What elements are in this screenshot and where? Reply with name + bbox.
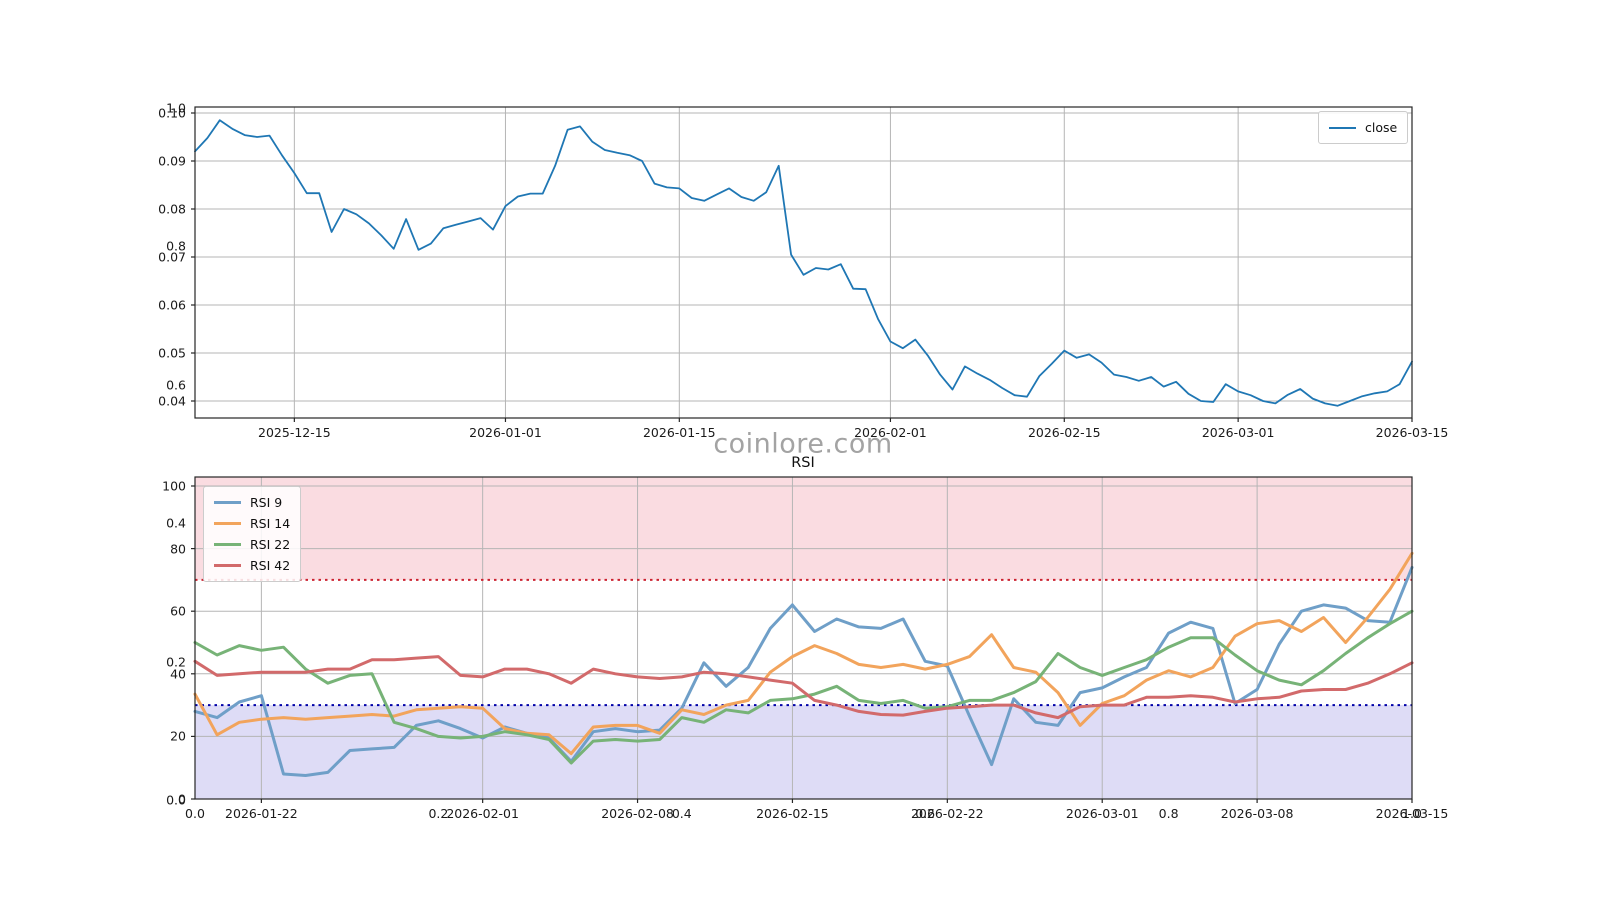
price-x-tick-label: 2026-01-15	[642, 425, 716, 440]
overlay-x-tick-label: 0.8	[1158, 806, 1179, 821]
price-x-tick-label: 2026-01-01	[469, 425, 542, 440]
rsi-x-tick-label: 2026-01-22	[225, 806, 298, 821]
price-y-tick-label: 0.08	[158, 201, 186, 217]
overbought-band	[195, 477, 1412, 580]
rsi-y-tick-label: 20	[170, 728, 186, 744]
overlay-y-tick-label: 1.0	[166, 100, 186, 116]
price-y-tick-label: 0.07	[158, 249, 186, 265]
watermark: coinlore.com	[713, 428, 893, 460]
price-y-tick-label: 0.04	[158, 393, 186, 409]
legend-line-sample-rsi42	[214, 564, 241, 567]
price-x-tick-label: 2026-03-01	[1201, 425, 1275, 440]
rsi22-line	[193, 609, 1414, 765]
legend-line-sample-rsi14	[214, 522, 241, 525]
rsi-y-tick-label: 60	[170, 603, 186, 619]
rsi9-line	[193, 565, 1414, 777]
legend-label-rsi9: RSI 9	[250, 495, 283, 510]
legend-item-rsi14: RSI 14	[214, 513, 290, 534]
rsi-y-tick-label: 100	[162, 478, 186, 494]
close-line	[194, 119, 1413, 407]
overlay-x-tick-label: 0.2	[428, 806, 449, 821]
legend-item-rsi42: RSI 42	[214, 555, 290, 576]
legend-line-sample-rsi22	[214, 543, 241, 546]
overlay-x-tick-label: 0.0	[185, 806, 205, 821]
legend-label-rsi42: RSI 42	[250, 558, 291, 573]
legend-rsi: RSI 9 RSI 14 RSI 22 RSI 42	[203, 486, 302, 582]
overlay-y-tick-label: 0.6	[166, 377, 186, 393]
rsi-x-tick-label: 2026-02-01	[446, 806, 519, 821]
price-y-tick-label: 0.09	[158, 153, 186, 169]
legend-close: close	[1318, 111, 1409, 144]
price-x-tick-label: 2026-02-15	[1027, 425, 1101, 440]
rsi-chart-title: RSI	[791, 455, 815, 471]
rsi-x-tick-label: 2026-02-22	[910, 806, 984, 821]
legend-line-sample-close	[1329, 126, 1356, 129]
oversold-band	[195, 705, 1412, 799]
legend-line-sample-rsi9	[214, 501, 241, 504]
overlay-x-tick-label: 1.0	[1402, 806, 1422, 821]
rsi-x-tick-label: 2026-03-08	[1220, 806, 1294, 821]
price-x-tick-label: 2026-03-15	[1375, 425, 1449, 440]
legend-item-rsi22: RSI 22	[214, 534, 290, 555]
rsi42-line	[193, 655, 1414, 720]
price-y-tick-label: 0.06	[158, 297, 186, 313]
overlay-y-tick-label: 0.0	[166, 792, 186, 808]
rsi-y-tick-label: 80	[170, 541, 186, 557]
rsi-y-tick-label: 40	[170, 666, 186, 682]
rsi-plot-area	[194, 476, 1413, 800]
price-x-tick-label: 2025-12-15	[258, 425, 331, 440]
rsi-x-tick-label: 2026-03-01	[1065, 806, 1139, 821]
price-x-tick-label: 2026-02-01	[854, 425, 927, 440]
legend-label-rsi14: RSI 14	[250, 516, 291, 531]
rsi-x-tick-label: 2026-02-15	[756, 806, 829, 821]
overlay-y-tick-label: 0.4	[166, 515, 186, 531]
legend-item-rsi9: RSI 9	[214, 492, 290, 513]
overlay-x-tick-label: 0.4	[671, 806, 692, 821]
overlay-x-tick-label: 0.6	[915, 806, 936, 821]
overlay-y-tick-label: 0.8	[166, 238, 186, 254]
rsi-x-tick-label: 2026-03-15	[1375, 806, 1449, 821]
legend-label-rsi22: RSI 22	[250, 537, 291, 552]
legend-item-close: close	[1329, 117, 1397, 138]
price-plot-area	[194, 106, 1413, 419]
overlay-y-tick-label: 0.2	[166, 654, 186, 670]
rsi-y-tick-label: 0	[178, 791, 186, 807]
rsi14-line	[193, 551, 1414, 756]
rsi-x-tick-label: 2026-02-08	[601, 806, 674, 821]
legend-label-close: close	[1365, 120, 1398, 135]
price-y-tick-label: 0.05	[158, 345, 186, 361]
price-y-tick-label: 0.10	[158, 105, 186, 121]
